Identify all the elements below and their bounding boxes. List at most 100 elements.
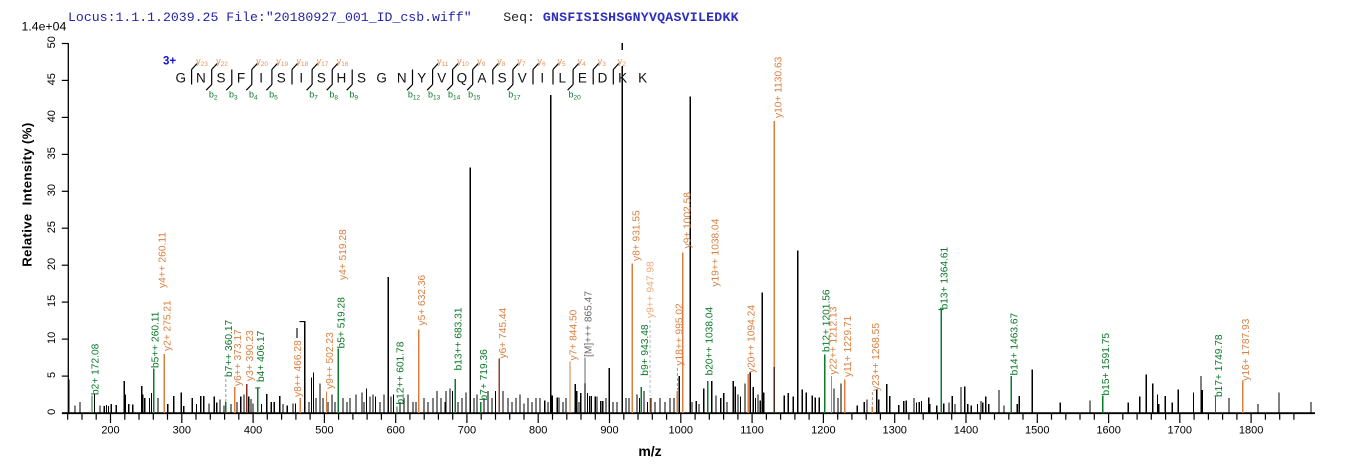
svg-text:b4+ 406.17: b4+ 406.17	[256, 330, 267, 382]
svg-text:b20: b20	[568, 90, 581, 102]
svg-text:y2+ 275.21: y2+ 275.21	[163, 300, 174, 351]
svg-text:y6: y6	[538, 56, 547, 68]
svg-text:b8: b8	[329, 90, 338, 102]
svg-text:N: N	[196, 71, 206, 86]
svg-text:y10+ 1130.63: y10+ 1130.63	[774, 56, 785, 118]
svg-text:y4+ 519.28: y4+ 519.28	[338, 229, 349, 280]
svg-text:y9++ 502.23: y9++ 502.23	[325, 332, 336, 389]
svg-text:y3+ 390.23: y3+ 390.23	[245, 330, 256, 381]
svg-text:b2+ 172.08: b2+ 172.08	[90, 343, 101, 395]
svg-text:1800: 1800	[1239, 425, 1263, 437]
svg-text:400: 400	[244, 425, 262, 437]
svg-text:200: 200	[101, 425, 119, 437]
svg-text:b12+ 1201.56: b12+ 1201.56	[822, 289, 833, 352]
svg-text:b5: b5	[269, 90, 278, 102]
svg-text:G: G	[176, 71, 187, 86]
svg-text:D: D	[598, 71, 608, 86]
svg-text:b15+ 1591.75: b15+ 1591.75	[1101, 333, 1112, 396]
svg-text:y9+ 1002.58: y9+ 1002.58	[682, 192, 693, 249]
svg-text:S: S	[498, 71, 507, 86]
svg-text:b7++ 360.17: b7++ 360.17	[224, 319, 235, 377]
svg-text:25: 25	[46, 221, 58, 233]
svg-text:b12: b12	[408, 90, 421, 102]
svg-text:V: V	[518, 71, 527, 86]
svg-text:y18++ 995.02: y18++ 995.02	[674, 303, 685, 366]
svg-text:1.4e+04: 1.4e+04	[22, 20, 67, 34]
svg-text:35: 35	[46, 147, 58, 159]
svg-text:600: 600	[387, 425, 405, 437]
svg-text:b13++ 683.31: b13++ 683.31	[454, 307, 465, 370]
svg-text:y7: y7	[517, 56, 526, 68]
svg-text:H: H	[337, 71, 347, 86]
svg-text:700: 700	[458, 425, 476, 437]
svg-text:y8+ 931.55: y8+ 931.55	[632, 210, 643, 261]
svg-text:b20++ 1038.04: b20++ 1038.04	[705, 307, 716, 376]
svg-text:y10: y10	[457, 56, 469, 68]
svg-text:y5+ 632.36: y5+ 632.36	[417, 274, 428, 325]
svg-text:y20++ 1094.24: y20++ 1094.24	[747, 305, 758, 373]
svg-text:b2: b2	[209, 90, 218, 102]
svg-text:15: 15	[46, 295, 58, 307]
svg-text:y5: y5	[558, 56, 567, 68]
svg-text:5: 5	[46, 372, 58, 378]
svg-text:F: F	[237, 71, 245, 86]
svg-text:b4: b4	[249, 90, 258, 102]
svg-text:y7+ 844.50: y7+ 844.50	[568, 309, 579, 360]
svg-text:y4++ 260.11: y4++ 260.11	[157, 232, 168, 288]
svg-text:S: S	[216, 71, 225, 86]
svg-text:b7: b7	[309, 90, 318, 102]
svg-text:I: I	[299, 71, 303, 86]
svg-text:y8: y8	[497, 56, 506, 68]
svg-text:G: G	[376, 71, 387, 86]
svg-text:y9++ 947.98: y9++ 947.98	[645, 261, 656, 318]
svg-text:E: E	[578, 71, 587, 86]
svg-text:1500: 1500	[1025, 425, 1049, 437]
svg-text:y20: y20	[256, 56, 268, 68]
svg-text:b9: b9	[349, 90, 358, 102]
svg-text:0: 0	[46, 409, 58, 415]
svg-text:20: 20	[46, 258, 58, 270]
svg-text:K: K	[638, 71, 647, 86]
svg-text:40: 40	[46, 110, 58, 122]
svg-text:50: 50	[46, 36, 58, 48]
svg-text:1700: 1700	[1168, 425, 1192, 437]
svg-text:y11: y11	[437, 56, 449, 68]
svg-text:Relative Intensity (%): Relative Intensity (%)	[20, 122, 35, 266]
svg-text:800: 800	[529, 425, 547, 437]
svg-text:b5+ 519.28: b5+ 519.28	[337, 297, 348, 349]
svg-text:Locus:1.1.1.2039.25 File:"2018: Locus:1.1.1.2039.25 File:"20180927_001_I…	[68, 10, 739, 25]
svg-text:y8++ 466.28: y8++ 466.28	[293, 340, 304, 397]
svg-text:N: N	[397, 71, 407, 86]
svg-text:y22++ 1212.13: y22++ 1212.13	[828, 306, 839, 374]
svg-text:S: S	[317, 71, 326, 86]
svg-text:300: 300	[173, 425, 191, 437]
svg-text:b12++ 601.78: b12++ 601.78	[395, 341, 406, 404]
svg-text:b13: b13	[428, 90, 441, 102]
svg-text:y18: y18	[297, 56, 309, 68]
svg-text:1200: 1200	[811, 425, 835, 437]
svg-text:1400: 1400	[954, 425, 978, 437]
svg-text:I: I	[540, 71, 544, 86]
svg-text:y19: y19	[276, 56, 288, 68]
svg-text:y16+ 1787.93: y16+ 1787.93	[1241, 318, 1252, 380]
svg-text:30: 30	[46, 184, 58, 196]
svg-text:b15: b15	[468, 90, 481, 102]
svg-text:b7+ 719.36: b7+ 719.36	[479, 349, 490, 401]
svg-text:y9: y9	[477, 56, 486, 68]
svg-text:Y: Y	[417, 71, 426, 86]
svg-text:y11+ 1229.71: y11+ 1229.71	[843, 315, 854, 377]
svg-text:3+: 3+	[163, 56, 176, 68]
svg-text:45: 45	[46, 73, 58, 85]
svg-text:b17: b17	[508, 90, 521, 102]
svg-text:b17+ 1749.78: b17+ 1749.78	[1214, 334, 1225, 397]
svg-text:m/z: m/z	[638, 443, 661, 459]
svg-text:1600: 1600	[1096, 425, 1120, 437]
svg-text:1000: 1000	[669, 425, 693, 437]
svg-text:V: V	[437, 71, 446, 86]
svg-text:y6+ 745.44: y6+ 745.44	[498, 307, 509, 358]
svg-text:1300: 1300	[882, 425, 906, 437]
svg-text:y23++ 1268.55: y23++ 1268.55	[871, 323, 882, 391]
svg-text:b14+ 1463.67: b14+ 1463.67	[1010, 312, 1021, 375]
svg-text:y2: y2	[618, 56, 627, 68]
svg-text:1100: 1100	[740, 425, 764, 437]
